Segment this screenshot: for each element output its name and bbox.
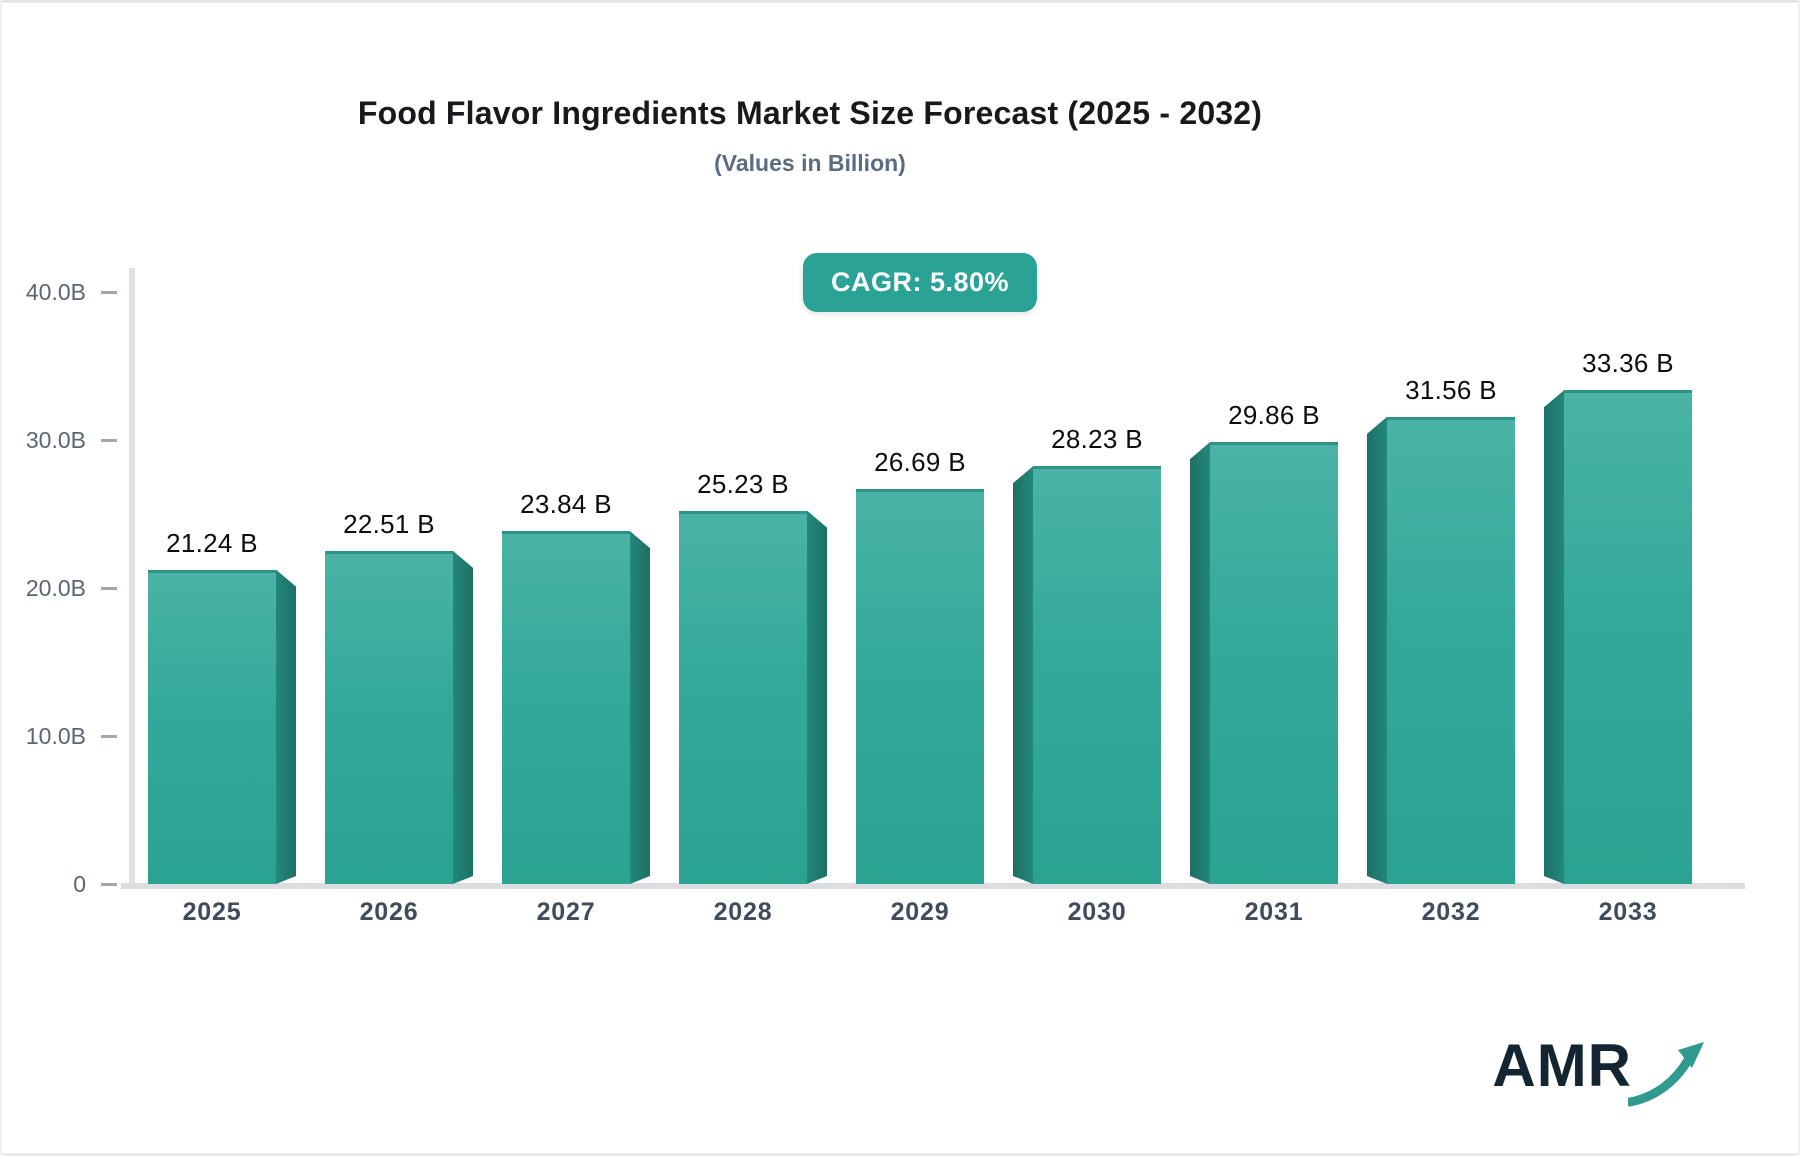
amr-logo-text: AMR bbox=[1492, 1032, 1632, 1099]
bar-value-label: 22.51 B bbox=[343, 508, 435, 539]
y-axis-line bbox=[129, 268, 135, 888]
bar-2033 bbox=[1564, 390, 1692, 884]
bar-2030 bbox=[1033, 466, 1161, 884]
bar-value-label: 33.36 B bbox=[1582, 348, 1674, 379]
x-axis-label-2029: 2029 bbox=[890, 898, 950, 926]
y-axis-tick-label: 20.0B bbox=[25, 575, 86, 601]
y-axis-tick-label: 10.0B bbox=[25, 723, 86, 749]
bar-3d-side-face bbox=[453, 551, 473, 884]
x-axis-label-2026: 2026 bbox=[359, 898, 419, 926]
y-axis-tick bbox=[101, 291, 117, 294]
y-axis-tick bbox=[101, 587, 117, 590]
bar-value-label: 26.69 B bbox=[874, 446, 966, 477]
bar-3d-side-face bbox=[276, 570, 296, 884]
bar-value-label: 23.84 B bbox=[520, 489, 612, 520]
bar-3d-side-face bbox=[1013, 466, 1033, 884]
y-axis-tick-label: 30.0B bbox=[25, 427, 86, 453]
amr-logo: AMR bbox=[1492, 1030, 1708, 1110]
y-axis-tick bbox=[101, 735, 117, 738]
x-axis-line bbox=[121, 883, 1745, 889]
x-axis-label-2032: 2032 bbox=[1421, 898, 1481, 926]
bar-2031 bbox=[1210, 442, 1338, 884]
top-border-line bbox=[0, 0, 1800, 3]
bar-2032 bbox=[1387, 416, 1515, 884]
cagr-badge: CAGR: 5.80% bbox=[802, 253, 1038, 312]
y-axis-tick-label: 0 bbox=[73, 871, 86, 897]
x-axis-label-2031: 2031 bbox=[1244, 898, 1304, 926]
x-axis-label-2033: 2033 bbox=[1598, 898, 1658, 926]
right-border-line bbox=[1798, 0, 1800, 1156]
bar-3d-side-face bbox=[1367, 417, 1387, 884]
bar-value-label: 28.23 B bbox=[1051, 424, 1143, 455]
bottom-border-line bbox=[0, 1153, 1800, 1156]
bar-3d-side-face bbox=[1190, 442, 1210, 884]
bar-2025 bbox=[148, 569, 276, 884]
y-axis-tick bbox=[101, 883, 117, 886]
x-axis-label-2027: 2027 bbox=[536, 898, 596, 926]
bar-2028 bbox=[679, 510, 807, 884]
y-axis-tick bbox=[101, 439, 117, 442]
bar-value-label: 25.23 B bbox=[697, 468, 789, 499]
bar-2026 bbox=[325, 550, 453, 884]
x-axis-label-2030: 2030 bbox=[1067, 898, 1127, 926]
bar-value-label: 29.86 B bbox=[1228, 400, 1320, 431]
y-axis-tick-label: 40.0B bbox=[25, 279, 86, 305]
x-axis-label-2028: 2028 bbox=[713, 898, 773, 926]
bar-value-label: 31.56 B bbox=[1405, 374, 1497, 405]
bar-3d-side-face bbox=[630, 531, 650, 884]
bar-value-label: 21.24 B bbox=[166, 527, 258, 558]
chart-subtitle: (Values in Billion) bbox=[714, 150, 906, 176]
chart-title: Food Flavor Ingredients Market Size Fore… bbox=[357, 95, 1263, 131]
growth-arrow-icon bbox=[1628, 1042, 1704, 1107]
x-axis-label-2025: 2025 bbox=[182, 898, 242, 926]
bar-3d-side-face bbox=[1544, 390, 1564, 884]
bar-3d-side-face bbox=[807, 511, 827, 884]
left-border-line bbox=[0, 0, 2, 1156]
bar-2029 bbox=[856, 488, 984, 884]
bar-2027 bbox=[502, 531, 630, 884]
